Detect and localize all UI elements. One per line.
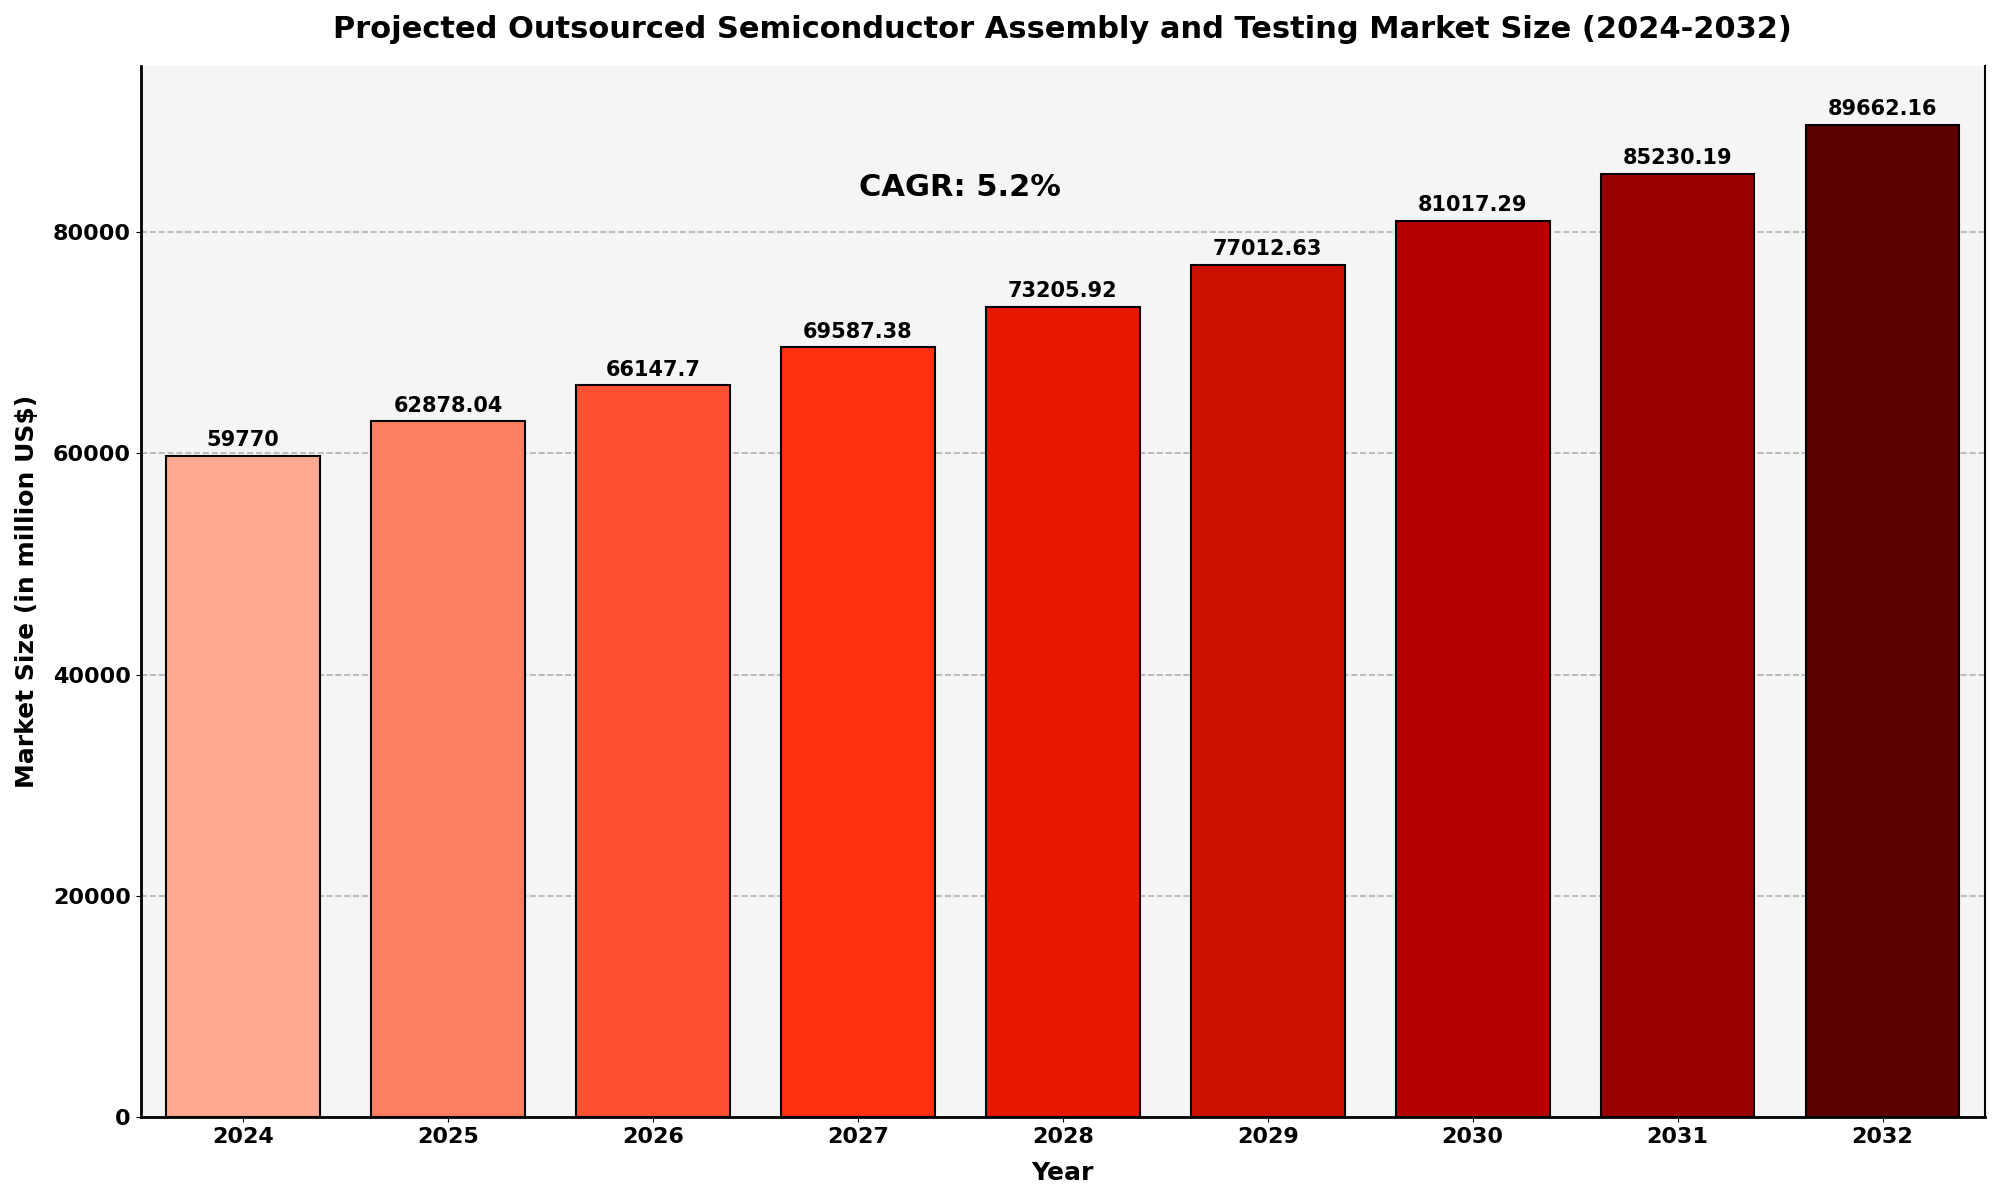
Text: 81017.29: 81017.29 [1418,196,1528,215]
Bar [166,456,320,1117]
Text: CAGR: 5.2%: CAGR: 5.2% [860,173,1062,202]
Title: Projected Outsourced Semiconductor Assembly and Testing Market Size (2024-2032): Projected Outsourced Semiconductor Assem… [334,14,1792,44]
Text: 85230.19: 85230.19 [1622,149,1732,168]
Text: 69587.38: 69587.38 [804,322,912,342]
Bar [1396,221,1550,1117]
Bar [986,307,1140,1117]
Bar [1190,265,1344,1117]
Bar [576,385,730,1117]
Text: 66147.7: 66147.7 [606,360,700,379]
Text: 89662.16: 89662.16 [1828,100,1938,119]
Text: 73205.92: 73205.92 [1008,282,1118,301]
Text: 59770: 59770 [206,431,280,450]
Bar [372,421,524,1117]
Text: 62878.04: 62878.04 [394,396,502,416]
Bar [1806,125,1960,1117]
Text: 77012.63: 77012.63 [1214,239,1322,259]
Y-axis label: Market Size (in million US$): Market Size (in million US$) [16,395,40,788]
Bar [1600,174,1754,1117]
Bar [782,347,934,1117]
X-axis label: Year: Year [1032,1162,1094,1184]
